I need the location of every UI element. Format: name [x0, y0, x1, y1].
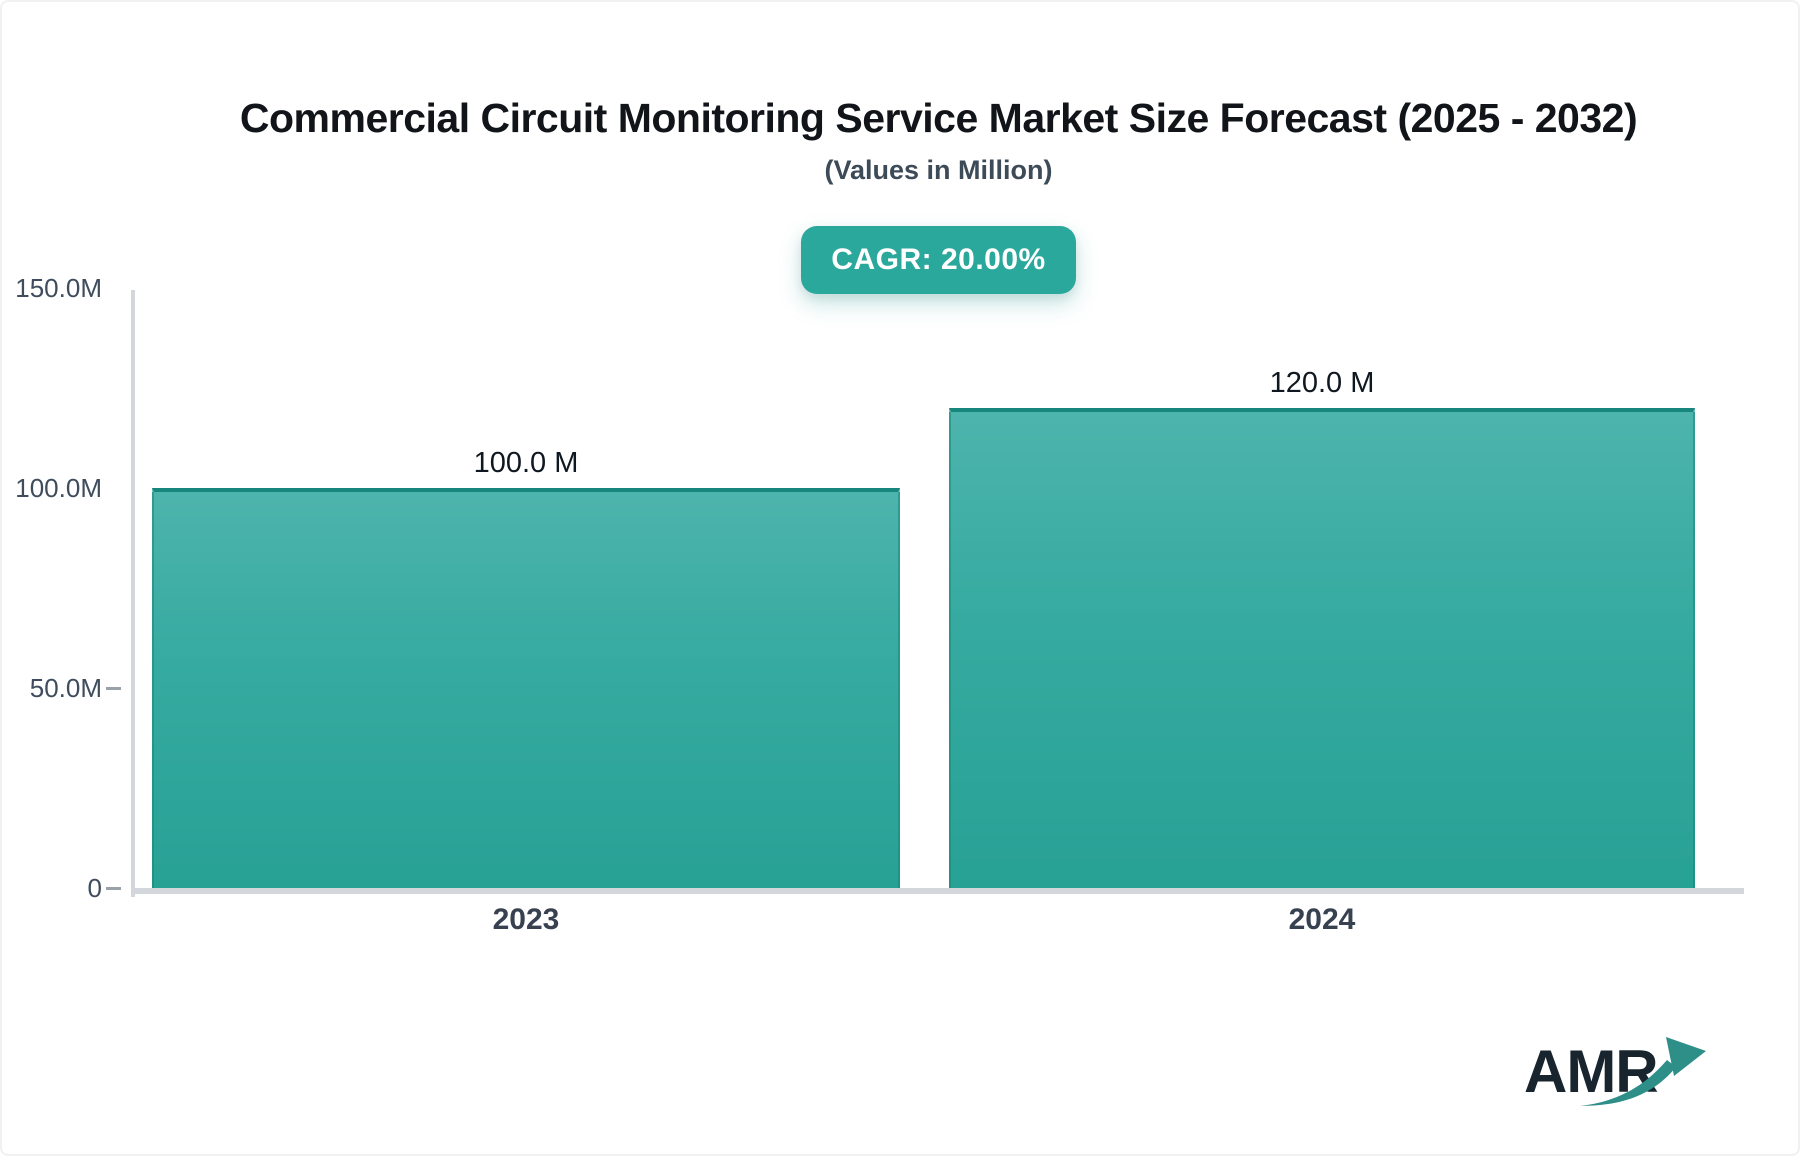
- y-tick-label-150m: 150.0M: [15, 273, 102, 303]
- cagr-badge: CAGR: 20.00%: [801, 226, 1076, 295]
- chart-title: Commercial Circuit Monitoring Service Ma…: [239, 95, 1638, 141]
- bar-2023: [152, 488, 900, 888]
- x-axis-line: [131, 888, 1744, 894]
- bar-2024: [949, 408, 1695, 888]
- x-tick-label-2023: 2023: [492, 903, 560, 936]
- y-tick-mark-50m: [106, 687, 121, 690]
- y-tick-mark-0: [106, 887, 121, 890]
- amr-logo: AMR: [1524, 1037, 1706, 1106]
- y-tick-label-100m: 100.0M: [15, 473, 102, 503]
- growth-arrow-icon: [1580, 1037, 1706, 1106]
- bar-value-label-2023: 100.0 M: [473, 447, 579, 479]
- y-tick-label-50m: 50.0M: [29, 673, 102, 703]
- y-axis-line: [131, 290, 135, 897]
- chart-subtitle: (Values in Million): [824, 155, 1053, 186]
- chart-header: Commercial Circuit Monitoring Service Ma…: [133, 2, 1744, 295]
- y-tick-label-0: 0: [87, 873, 102, 903]
- bar-value-label-2024: 120.0 M: [1269, 367, 1375, 399]
- x-tick-label-2024: 2024: [1288, 903, 1356, 936]
